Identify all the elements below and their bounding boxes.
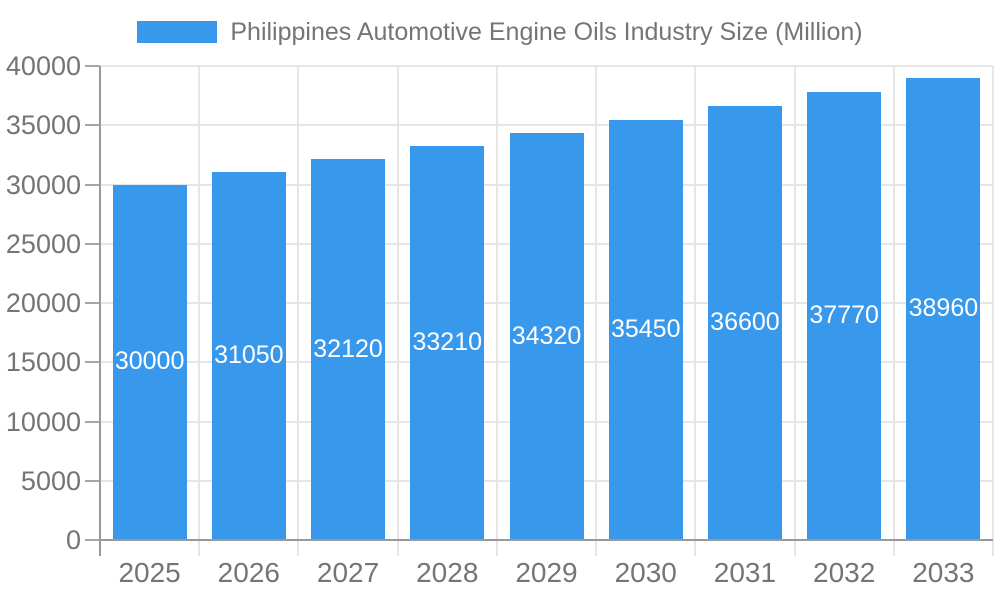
- bar-2032[interactable]: 37770: [807, 92, 882, 539]
- bar-2033[interactable]: 38960: [906, 78, 981, 539]
- bar-value-label: 34320: [511, 321, 582, 350]
- bar-2029[interactable]: 34320: [509, 133, 584, 539]
- y-tick-mark: [85, 361, 100, 364]
- y-tick-label: 40000: [5, 51, 81, 81]
- bar-2027[interactable]: 32120: [311, 159, 386, 539]
- y-tick-label: 35000: [5, 110, 81, 141]
- y-tick-mark: [85, 242, 100, 245]
- y-tick-mark: [85, 183, 100, 186]
- vertical-gridline: [495, 66, 498, 556]
- horizontal-gridline: [100, 65, 993, 67]
- y-tick-label: 20000: [5, 288, 81, 318]
- legend-label: Philippines Automotive Engine Oils Indus…: [230, 17, 863, 46]
- bar-2026[interactable]: 31050: [211, 172, 286, 539]
- bar-value-label: 31050: [214, 341, 284, 370]
- bar-2031[interactable]: 36600: [707, 106, 782, 539]
- y-tick-label: 5000: [20, 465, 81, 496]
- bar-value-label: 33210: [412, 328, 483, 357]
- bar-2025[interactable]: 30000: [112, 184, 187, 539]
- horizontal-gridline: [100, 124, 993, 127]
- y-tick-label: 15000: [5, 347, 81, 378]
- x-tick-label: 2030: [614, 557, 677, 588]
- y-tick-label: 10000: [5, 406, 81, 437]
- x-tick-label: 2026: [217, 557, 280, 588]
- x-tick-label: 2027: [316, 557, 380, 588]
- y-axis-line: [99, 66, 101, 556]
- legend-swatch[interactable]: [137, 21, 218, 43]
- y-tick-mark: [85, 539, 100, 541]
- x-tick-label: 2033: [912, 557, 975, 588]
- x-axis-line: [100, 539, 993, 541]
- vertical-gridline: [396, 66, 399, 556]
- vertical-gridline: [198, 66, 201, 556]
- bar-value-label: 32120: [313, 334, 383, 363]
- bar-value-label: 38960: [908, 294, 979, 323]
- vertical-gridline: [694, 66, 697, 556]
- y-tick-label: 0: [65, 525, 81, 555]
- bar-value-label: 30000: [114, 347, 185, 376]
- y-tick-mark: [85, 124, 100, 127]
- x-tick-label: 2031: [713, 557, 777, 588]
- bar-2030[interactable]: 35450: [608, 119, 683, 539]
- y-tick-label: 25000: [5, 228, 81, 259]
- y-tick-mark: [85, 479, 100, 482]
- y-tick-label: 30000: [5, 169, 81, 200]
- y-tick-mark: [85, 420, 100, 423]
- x-tick-label: 2029: [515, 557, 578, 588]
- bar-value-label: 37770: [809, 301, 879, 330]
- vertical-gridline: [892, 66, 895, 556]
- vertical-gridline: [992, 66, 994, 556]
- legend[interactable]: Philippines Automotive Engine Oils Indus…: [0, 14, 1000, 50]
- bar-value-label: 36600: [710, 308, 780, 337]
- vertical-gridline: [595, 66, 598, 556]
- y-tick-mark: [85, 65, 100, 67]
- bar-2028[interactable]: 33210: [410, 146, 485, 539]
- x-tick-label: 2028: [416, 557, 479, 588]
- vertical-gridline: [297, 66, 300, 556]
- x-tick-label: 2025: [118, 557, 181, 588]
- vertical-gridline: [793, 66, 796, 556]
- y-tick-mark: [85, 302, 100, 304]
- bar-value-label: 35450: [610, 314, 681, 343]
- x-tick-label: 2032: [813, 557, 876, 588]
